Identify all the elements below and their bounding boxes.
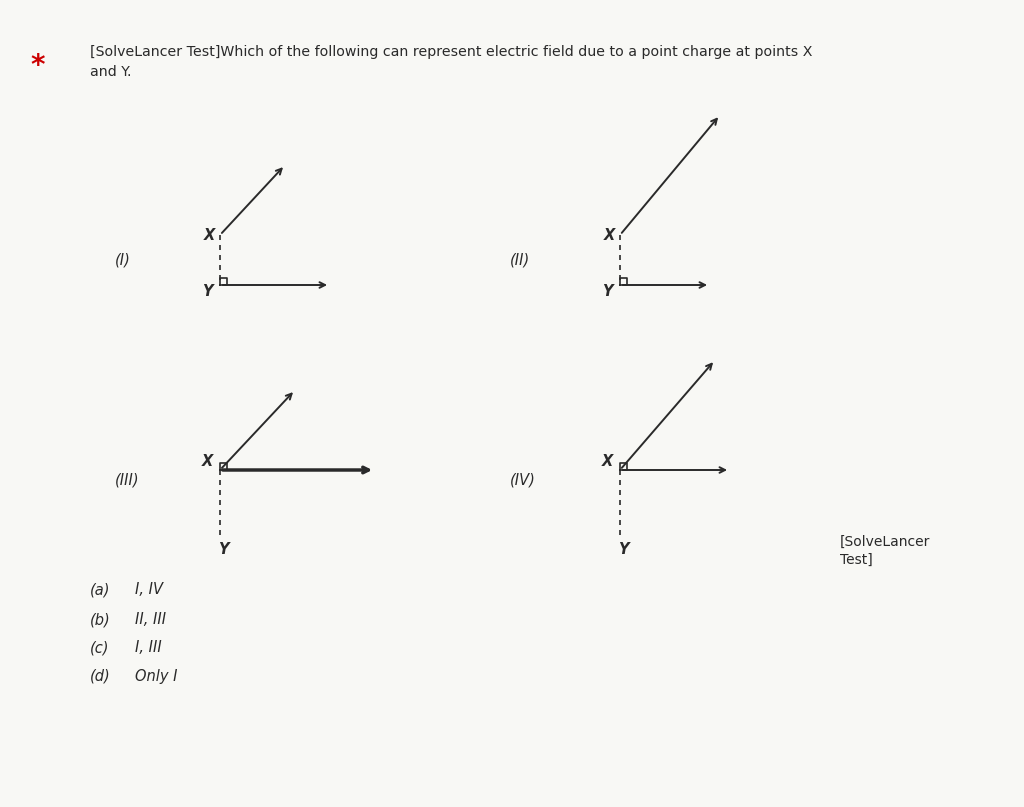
Text: (c): (c) [90, 641, 110, 655]
Text: Y: Y [618, 541, 629, 557]
Text: X: X [204, 228, 215, 242]
Text: *: * [31, 52, 45, 80]
Text: (d): (d) [90, 668, 111, 684]
Text: Y: Y [218, 541, 228, 557]
Text: Test]: Test] [840, 553, 872, 567]
Text: (a): (a) [90, 583, 111, 597]
Text: X: X [602, 454, 613, 470]
Text: II, III: II, III [135, 613, 166, 628]
Text: X: X [604, 228, 615, 242]
Text: [SolveLancer Test]Which of the following can represent electric field due to a p: [SolveLancer Test]Which of the following… [90, 45, 812, 59]
Text: Y: Y [202, 283, 213, 299]
Text: Y: Y [602, 283, 612, 299]
Text: (b): (b) [90, 613, 111, 628]
Text: I, III: I, III [135, 641, 162, 655]
Text: X: X [202, 454, 213, 470]
Text: [SolveLancer: [SolveLancer [840, 535, 931, 549]
Text: I, IV: I, IV [135, 583, 163, 597]
Text: Only I: Only I [135, 668, 177, 684]
Text: (II): (II) [510, 253, 530, 267]
Text: (I): (I) [115, 253, 131, 267]
Text: (III): (III) [115, 473, 139, 487]
Text: and Y.: and Y. [90, 65, 131, 79]
Text: (IV): (IV) [510, 473, 536, 487]
